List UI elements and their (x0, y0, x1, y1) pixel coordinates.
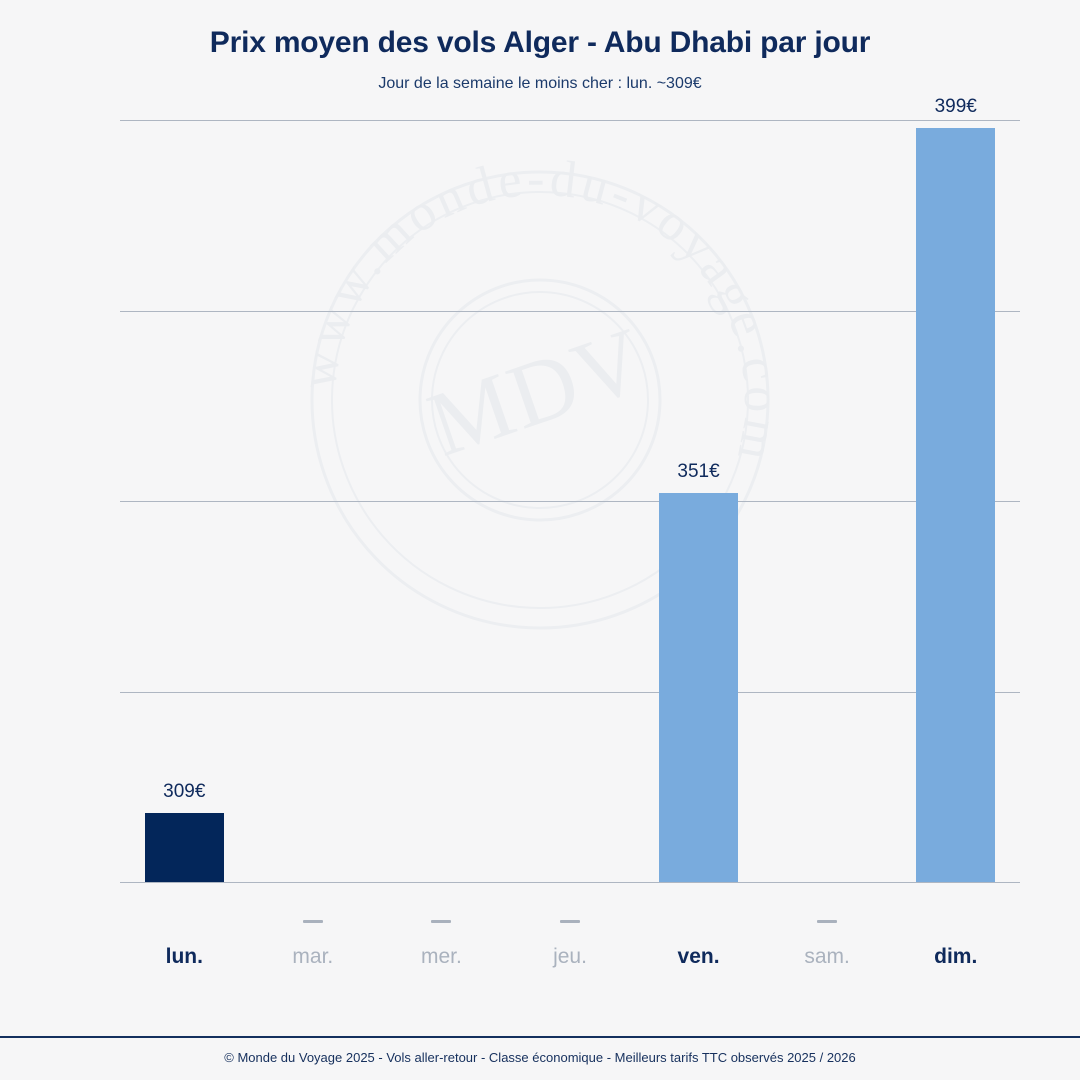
no-data-dash-mer (431, 920, 452, 923)
footer-text: © Monde du Voyage 2025 - Vols aller-reto… (224, 1050, 856, 1065)
gridline (120, 882, 1020, 883)
gridline (120, 691, 1020, 693)
bar-value-label: 399€ (934, 95, 977, 117)
bar-lun[interactable] (144, 813, 224, 882)
x-axis-day-label-ven: ven. (677, 945, 720, 968)
chart-title: Prix moyen des vols Alger - Abu Dhabi pa… (209, 26, 871, 59)
chart-subtitle: Jour de la semaine le moins cher : lun. … (378, 75, 702, 92)
x-axis-day-label-jeu: jeu. (553, 945, 587, 968)
x-axis-day-label-lun: lun. (165, 945, 203, 968)
x-axis-day-label-dim: dim. (934, 945, 978, 968)
x-axis-day-label-mer: mer. (421, 945, 462, 968)
footer-divider (0, 1036, 1080, 1038)
x-axis-day-label-mar: mar. (292, 945, 334, 968)
bar-value-label: 351€ (677, 461, 720, 483)
bar-dim[interactable] (916, 127, 996, 882)
gridline (120, 120, 1020, 121)
no-data-dash-sam (817, 920, 838, 923)
no-data-dash-mar (302, 920, 323, 923)
bar-value-label: 309€ (163, 781, 206, 803)
gridline (120, 501, 1020, 502)
gridline (120, 310, 1020, 312)
no-data-dash-jeu (560, 920, 580, 923)
x-axis-day-label-sam: sam. (804, 945, 850, 968)
plot-area: 300€325€350€375€400€309€351€399€ (120, 96, 1020, 923)
bar-ven[interactable] (659, 493, 739, 882)
